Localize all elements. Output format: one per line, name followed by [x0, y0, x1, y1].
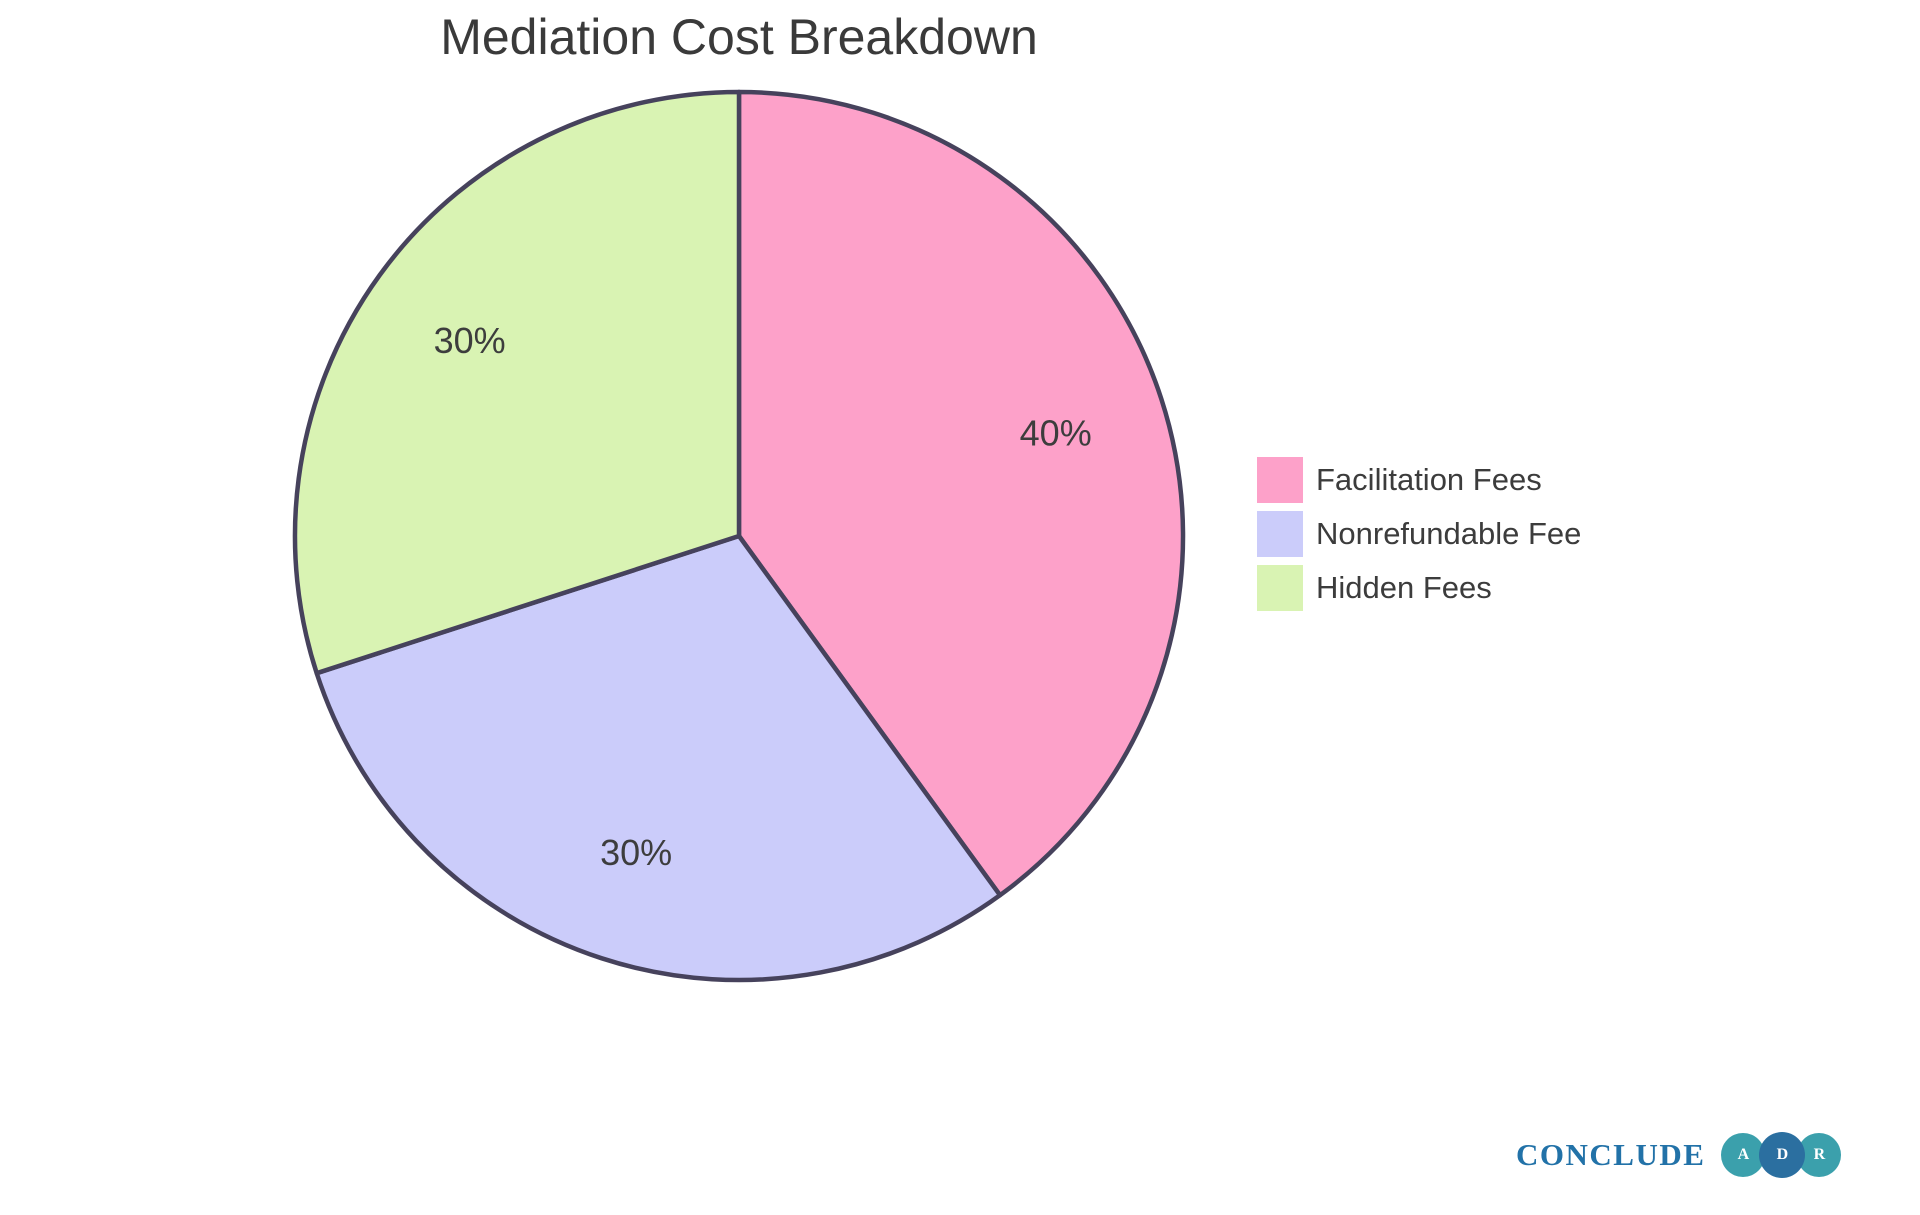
pie-slice-nonrefundable-fee[interactable] [314, 533, 1003, 983]
brand-badge-d-icon: D [1759, 1132, 1806, 1178]
legend-label-hidden-fees: Hidden Fees [1316, 570, 1492, 605]
legend-item-nonrefundable-fee[interactable]: Nonrefundable Fee [1257, 511, 1581, 557]
legend: Facilitation Fees Nonrefundable Fee Hidd… [1257, 457, 1581, 611]
pie-slice-hidden-fees[interactable] [292, 89, 742, 676]
legend-label-nonrefundable-fee: Nonrefundable Fee [1316, 516, 1582, 551]
legend-item-hidden-fees[interactable]: Hidden Fees [1257, 565, 1581, 611]
legend-item-facilitation-fees[interactable]: Facilitation Fees [1257, 457, 1581, 503]
brand-logo: CONCLUDE A D R [1516, 1132, 1842, 1178]
legend-swatch-nonrefundable-fee [1257, 511, 1303, 557]
pie-slice-label-facilitation-fees: 40% [1020, 413, 1092, 454]
pie-slice-label-hidden-fees: 30% [434, 320, 506, 361]
legend-swatch-facilitation-fees [1257, 457, 1303, 503]
legend-swatch-hidden-fees [1257, 565, 1303, 611]
chart-title: Mediation Cost Breakdown [440, 9, 1038, 65]
brand-badge-a-icon: A [1721, 1133, 1766, 1177]
pie-slice-facilitation-fees[interactable] [736, 89, 1186, 898]
legend-label-facilitation-fees: Facilitation Fees [1316, 462, 1542, 497]
brand-badges: A D R [1721, 1132, 1842, 1178]
pie-slice-label-nonrefundable-fee: 30% [600, 832, 672, 873]
brand-wordmark: CONCLUDE [1516, 1137, 1706, 1172]
